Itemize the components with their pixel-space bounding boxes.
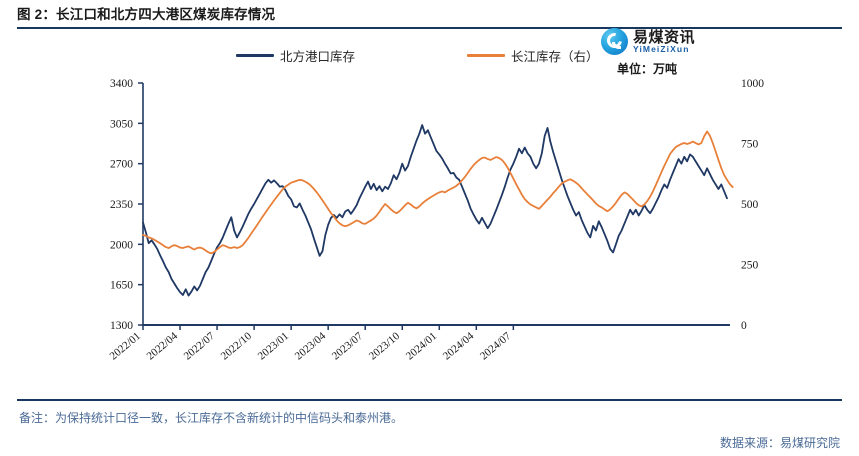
- chart-unit-label: 单位：万吨: [617, 62, 678, 76]
- legend-label-orange: 长江库存（右）: [511, 50, 599, 64]
- svg-text:0: 0: [741, 320, 747, 332]
- svg-text:2023/07: 2023/07: [330, 330, 366, 363]
- line-chart: 1300 1650 2000 2350 2700 3050 3400 0 250 500 750 10…: [108, 78, 765, 363]
- svg-text:500: 500: [741, 199, 759, 211]
- svg-text:2022/01: 2022/01: [108, 330, 143, 362]
- logo-row: 易煤资讯 YiMeiZiXun: [601, 28, 771, 55]
- svg-text:250: 250: [741, 260, 759, 272]
- footer-divider: [17, 399, 842, 401]
- yimei-logo-icon: [601, 28, 628, 55]
- brand-logo: 易煤资讯 YiMeiZiXun 单位：万吨: [601, 28, 771, 77]
- svg-text:2023/10: 2023/10: [367, 330, 403, 363]
- logo-text: 易煤资讯 YiMeiZiXun: [633, 28, 696, 54]
- svg-text:2024/04: 2024/04: [441, 330, 477, 363]
- svg-text:2023/01: 2023/01: [256, 330, 291, 362]
- svg-text:1650: 1650: [110, 280, 133, 292]
- page-title: 图 2：长江口和北方四大港区煤炭库存情况: [17, 7, 276, 22]
- svg-text:3400: 3400: [110, 78, 133, 90]
- legend-swatch-orange: [467, 54, 506, 57]
- title-divider: [17, 27, 842, 29]
- svg-text:3050: 3050: [110, 118, 133, 130]
- chart-area: 1300 1650 2000 2350 2700 3050 3400 0 250 500 750 10…: [108, 78, 765, 363]
- legend-swatch-navy: [236, 54, 274, 57]
- svg-text:2022/07: 2022/07: [182, 330, 218, 363]
- logo-name-en: YiMeiZiXun: [633, 43, 690, 54]
- svg-text:2024/07: 2024/07: [478, 330, 514, 363]
- figure-source: 数据来源：易煤研究院: [719, 436, 840, 450]
- svg-text:2700: 2700: [110, 159, 133, 171]
- title-block: 图 2：长江口和北方四大港区煤炭库存情况: [17, 3, 842, 29]
- legend-item-orange: 长江库存（右）: [467, 46, 599, 65]
- svg-text:2023/04: 2023/04: [293, 330, 329, 363]
- svg-text:1300: 1300: [110, 320, 133, 332]
- chart-legend: 北方港口库存 长江库存（右）: [236, 46, 599, 65]
- figure-note: 备注：为保持统计口径一致，长江库存不含新统计的中信码头和泰州港。: [19, 411, 404, 425]
- svg-text:2022/04: 2022/04: [145, 330, 181, 363]
- legend-label-navy: 北方港口库存: [280, 50, 356, 64]
- svg-text:1000: 1000: [741, 78, 764, 90]
- svg-text:2024/01: 2024/01: [404, 330, 439, 362]
- logo-name-cn: 易煤资讯: [633, 28, 696, 46]
- svg-text:2350: 2350: [110, 199, 133, 211]
- legend-item-navy: 北方港口库存: [236, 46, 355, 65]
- svg-text:750: 750: [741, 139, 759, 151]
- svg-text:2000: 2000: [110, 239, 133, 251]
- svg-text:2022/10: 2022/10: [219, 330, 255, 363]
